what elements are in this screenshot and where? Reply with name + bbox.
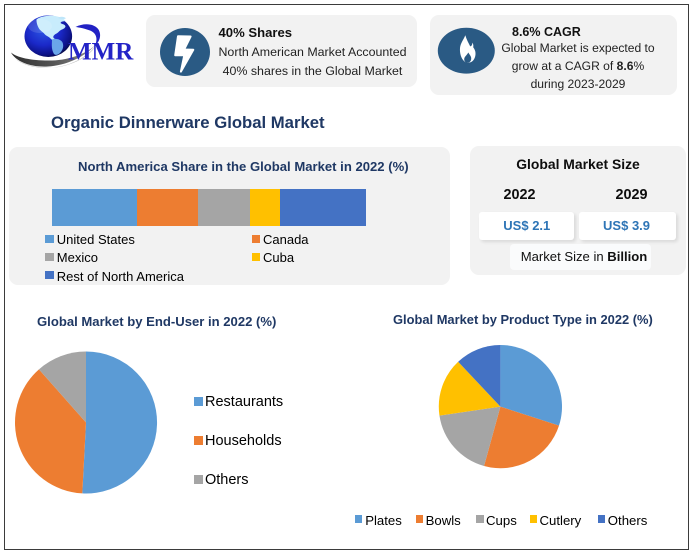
svg-text:MMR: MMR — [68, 39, 134, 66]
